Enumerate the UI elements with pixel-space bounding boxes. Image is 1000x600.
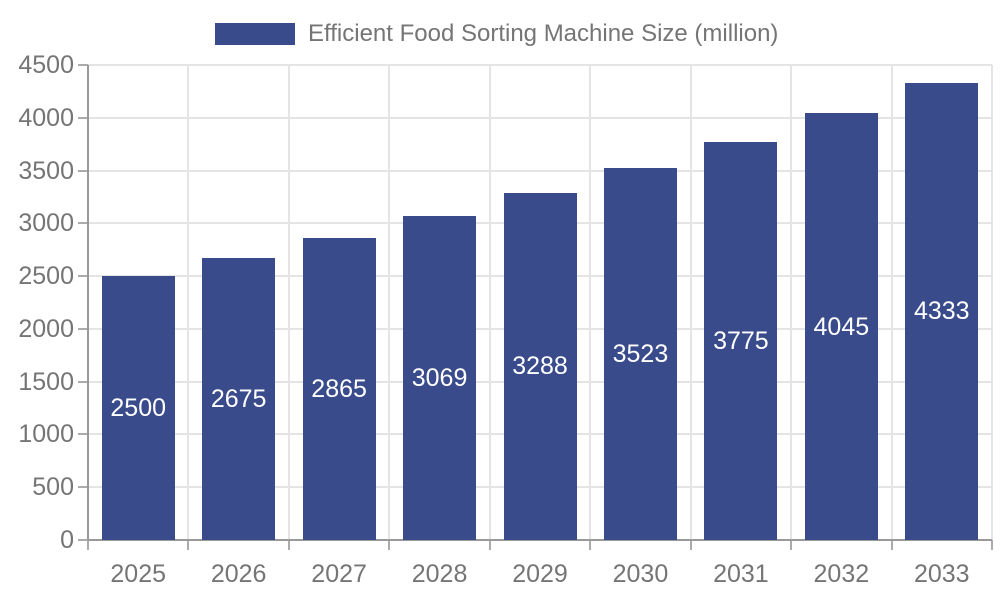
x-axis-tick: [187, 540, 190, 550]
x-axis-tick: [790, 540, 793, 550]
y-axis-tick-label: 2500: [18, 262, 74, 291]
x-axis-tick-label: 2025: [110, 560, 167, 588]
bar: [905, 82, 979, 540]
y-axis-tick-label: 500: [32, 473, 74, 502]
x-axis-tick-label: 2029: [512, 560, 568, 588]
bar: [403, 216, 477, 540]
bar-value-label: 4045: [813, 312, 870, 341]
x-axis-tick-label: 2032: [813, 560, 870, 588]
bar: [503, 192, 577, 540]
x-axis-tick-label: 2031: [713, 560, 769, 588]
y-axis-tick-label: 3500: [18, 156, 74, 185]
y-axis-tick: [78, 327, 88, 330]
y-axis-tick-label: 3000: [18, 209, 74, 238]
y-axis-tick: [78, 539, 88, 541]
x-axis-tick: [87, 540, 89, 550]
y-axis-tick-label: 2000: [18, 314, 74, 343]
x-axis-tick: [689, 540, 692, 550]
bar: [101, 276, 175, 540]
gridline-vertical: [488, 65, 491, 540]
y-axis-tick: [78, 486, 88, 489]
gridline-vertical: [589, 65, 592, 540]
x-axis-tick: [991, 540, 993, 550]
gridline-vertical: [187, 65, 190, 540]
y-axis-tick: [78, 433, 88, 436]
x-axis-tick: [589, 540, 592, 550]
y-axis-tick: [78, 116, 88, 119]
y-axis-tick-label: 4000: [18, 103, 74, 132]
bar-value-label: 3069: [411, 364, 468, 393]
gridline-vertical: [388, 65, 391, 540]
x-axis-tick-label: 2030: [612, 560, 669, 588]
bar: [603, 168, 677, 540]
bar-value-label: 4333: [913, 297, 970, 326]
y-axis-tick: [78, 380, 88, 383]
y-axis-tick-label: 4500: [18, 51, 74, 79]
bar-value-label: 2865: [311, 374, 367, 403]
gridline-vertical: [790, 65, 793, 540]
x-axis-tick-label: 2027: [311, 560, 367, 588]
y-axis-tick-label: 0: [60, 526, 74, 554]
x-axis-tick-label: 2028: [411, 560, 468, 588]
legend-item[interactable]: Efficient Food Sorting Machine Size (mil…: [215, 21, 778, 47]
x-axis-line: [88, 539, 992, 541]
bar-value-label: 2500: [110, 394, 167, 423]
y-axis-tick: [78, 275, 88, 278]
x-axis-tick: [890, 540, 893, 550]
gridline-vertical: [689, 65, 692, 540]
y-axis-tick-label: 1500: [18, 367, 74, 396]
y-axis-tick-label: 1000: [18, 420, 74, 449]
bar-value-label: 3288: [512, 352, 568, 381]
gridline-vertical: [890, 65, 893, 540]
bar: [302, 237, 376, 540]
bar-value-label: 3523: [612, 340, 669, 369]
gridline-vertical: [991, 65, 993, 540]
legend-label: Efficient Food Sorting Machine Size (mil…: [308, 20, 779, 47]
bar-value-label: 2675: [210, 384, 267, 413]
x-axis-tick: [287, 540, 290, 550]
gridline-vertical: [287, 65, 290, 540]
y-axis-tick: [78, 222, 88, 225]
bar: [704, 141, 778, 540]
legend-swatch-icon: [215, 23, 295, 45]
y-axis-tick: [78, 64, 88, 66]
x-axis-tick: [388, 540, 391, 550]
y-axis-line: [87, 65, 89, 540]
x-axis-tick-label: 2026: [210, 560, 267, 588]
bar: [804, 113, 878, 540]
x-axis-tick: [488, 540, 491, 550]
gridline-horizontal: [88, 169, 992, 172]
x-axis-tick-label: 2033: [913, 560, 970, 588]
gridline-horizontal: [88, 64, 992, 66]
gridline-horizontal: [88, 116, 992, 119]
bar: [202, 257, 276, 540]
y-axis-tick: [78, 169, 88, 172]
bar-value-label: 3775: [713, 326, 769, 355]
